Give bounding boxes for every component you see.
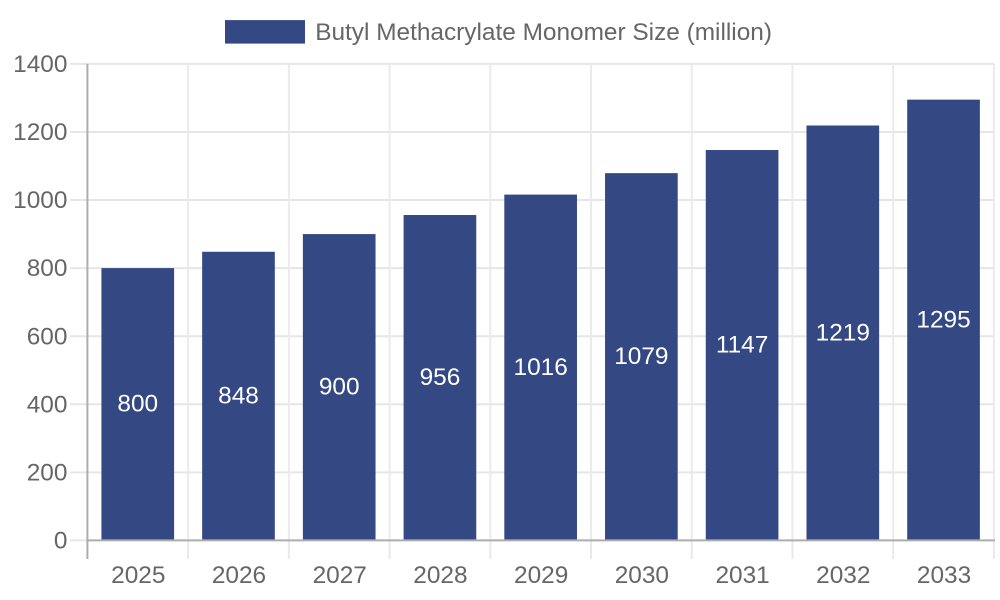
svg-text:1219: 1219	[816, 319, 870, 346]
svg-text:800: 800	[117, 391, 158, 418]
svg-text:2026: 2026	[212, 562, 266, 589]
svg-text:2029: 2029	[514, 562, 568, 589]
svg-text:2027: 2027	[313, 562, 367, 589]
svg-text:848: 848	[218, 382, 259, 409]
svg-text:600: 600	[27, 323, 68, 350]
svg-text:1295: 1295	[916, 306, 970, 333]
svg-text:1400: 1400	[13, 51, 67, 78]
svg-text:1147: 1147	[716, 332, 768, 359]
svg-text:0: 0	[54, 528, 68, 555]
svg-text:1000: 1000	[13, 187, 67, 214]
svg-text:900: 900	[319, 374, 360, 401]
svg-text:956: 956	[420, 364, 461, 391]
svg-text:2032: 2032	[816, 562, 870, 589]
svg-text:2028: 2028	[413, 562, 467, 589]
svg-text:1079: 1079	[614, 343, 668, 370]
svg-text:2031: 2031	[715, 562, 769, 589]
svg-text:800: 800	[27, 255, 68, 282]
svg-text:2033: 2033	[917, 562, 971, 589]
svg-text:1016: 1016	[514, 354, 568, 381]
svg-text:400: 400	[27, 391, 68, 418]
svg-text:2025: 2025	[111, 562, 165, 589]
svg-text:2030: 2030	[615, 562, 669, 589]
svg-text:200: 200	[27, 459, 68, 486]
svg-text:Butyl Methacrylate Monomer Siz: Butyl Methacrylate Monomer Size (million…	[315, 19, 772, 46]
svg-text:1200: 1200	[13, 119, 67, 146]
